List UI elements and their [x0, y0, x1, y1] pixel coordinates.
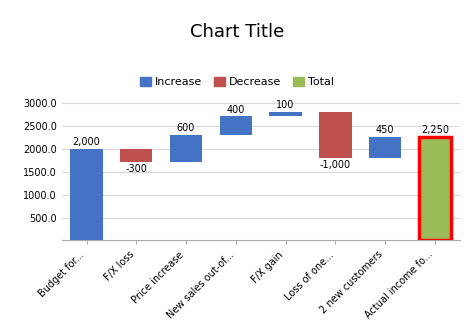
Text: 2,000: 2,000	[73, 137, 100, 147]
Text: 2,250: 2,250	[421, 125, 449, 135]
Text: 600: 600	[177, 123, 195, 133]
Bar	[369, 137, 401, 158]
Text: -300: -300	[125, 164, 147, 174]
Bar	[319, 112, 352, 158]
Bar	[170, 135, 202, 162]
Bar	[219, 117, 252, 135]
Bar	[419, 137, 451, 240]
Bar	[269, 112, 302, 117]
Legend: Increase, Decrease, Total: Increase, Decrease, Total	[136, 72, 338, 92]
Text: 100: 100	[276, 100, 295, 110]
Text: 400: 400	[227, 105, 245, 115]
Bar	[120, 149, 153, 162]
Text: -1,000: -1,000	[320, 160, 351, 170]
Bar	[70, 149, 103, 240]
Text: 450: 450	[376, 125, 394, 135]
Text: Chart Title: Chart Title	[190, 23, 284, 41]
